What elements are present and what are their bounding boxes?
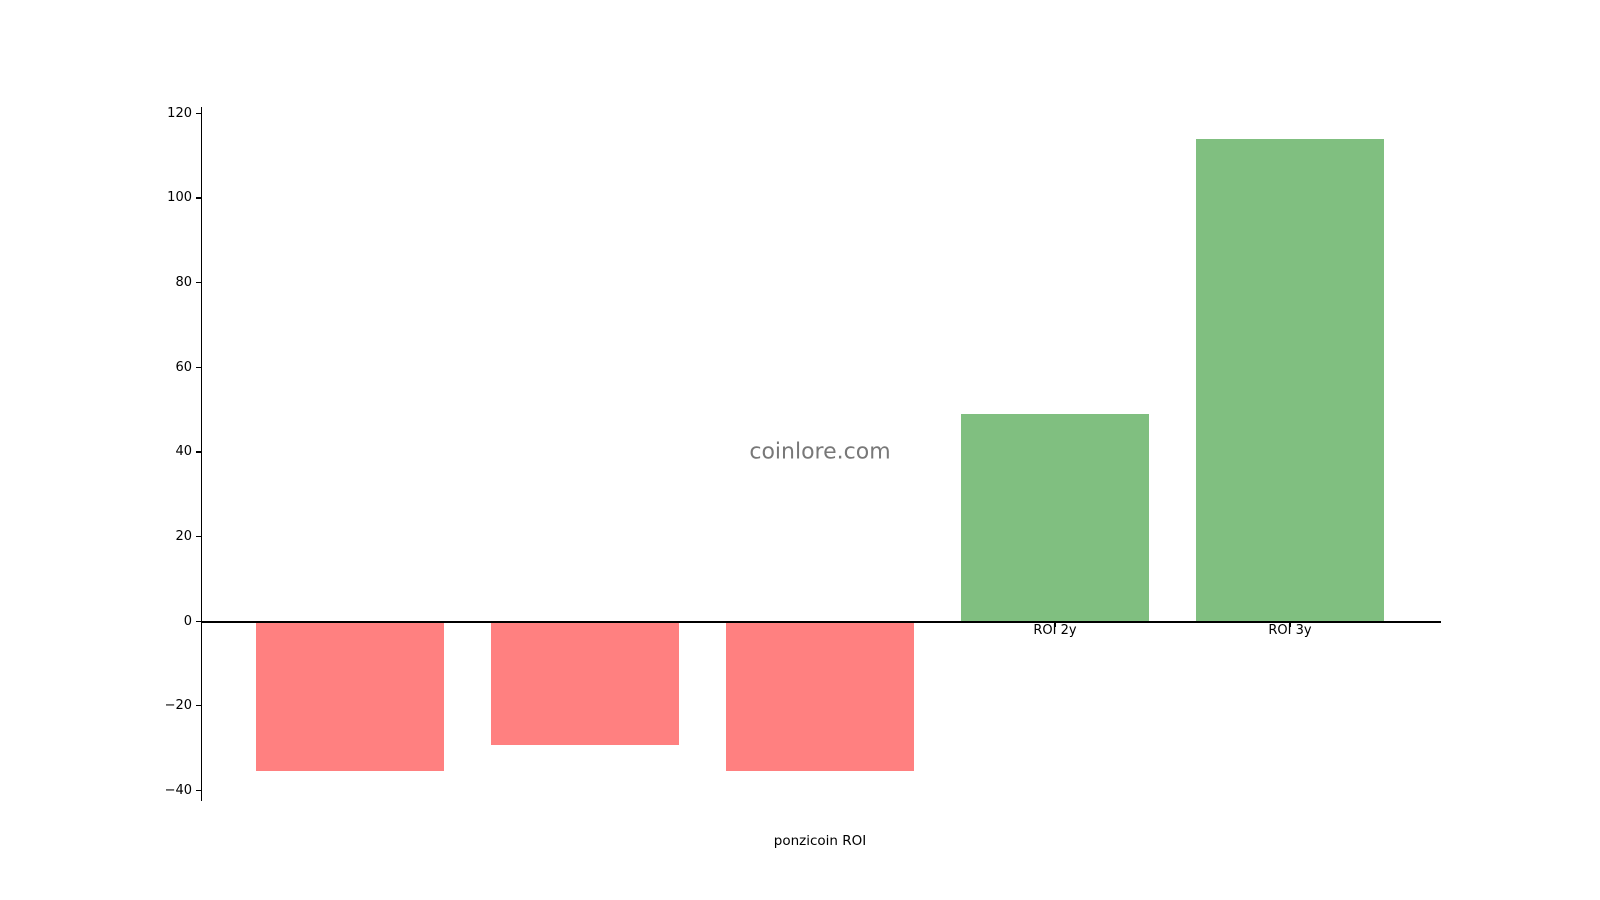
y-tick-mark bbox=[195, 197, 201, 199]
y-tick-label: −40 bbox=[164, 782, 192, 798]
y-tick-label: 60 bbox=[175, 359, 192, 375]
y-tick-mark bbox=[195, 535, 201, 538]
x-tick-mark bbox=[1054, 622, 1056, 627]
y-tick-mark bbox=[195, 112, 201, 114]
y-tick-label: 20 bbox=[175, 529, 192, 545]
y-tick-mark bbox=[195, 789, 201, 792]
y-tick-label: 100 bbox=[167, 190, 192, 206]
bar-roi-2 bbox=[491, 622, 679, 746]
y-axis-spine bbox=[200, 107, 202, 801]
y-tick-label: 80 bbox=[175, 275, 192, 291]
y-tick-label: −20 bbox=[164, 698, 192, 714]
y-tick-mark bbox=[195, 620, 201, 622]
x-axis-line bbox=[200, 621, 1441, 623]
y-tick-label: 0 bbox=[183, 613, 192, 629]
bar-roi-3 bbox=[726, 622, 914, 771]
y-tick-mark bbox=[195, 705, 201, 707]
y-tick-mark bbox=[195, 281, 201, 284]
x-axis-title: ponzicoin ROI bbox=[773, 833, 867, 849]
y-tick-label: 120 bbox=[167, 105, 192, 121]
bar-roi-1 bbox=[256, 622, 444, 771]
watermark: coinlore.com bbox=[749, 439, 891, 465]
bar-roi-3y bbox=[1196, 138, 1384, 622]
bar-roi-2y bbox=[961, 413, 1149, 622]
y-tick-mark bbox=[195, 366, 201, 368]
x-tick-mark bbox=[1289, 622, 1291, 627]
x-tick-label: ROI 3y bbox=[1268, 622, 1312, 638]
y-tick-mark bbox=[195, 451, 201, 453]
y-tick-label: 40 bbox=[175, 444, 192, 460]
x-tick-label: ROI 2y bbox=[1033, 622, 1077, 638]
